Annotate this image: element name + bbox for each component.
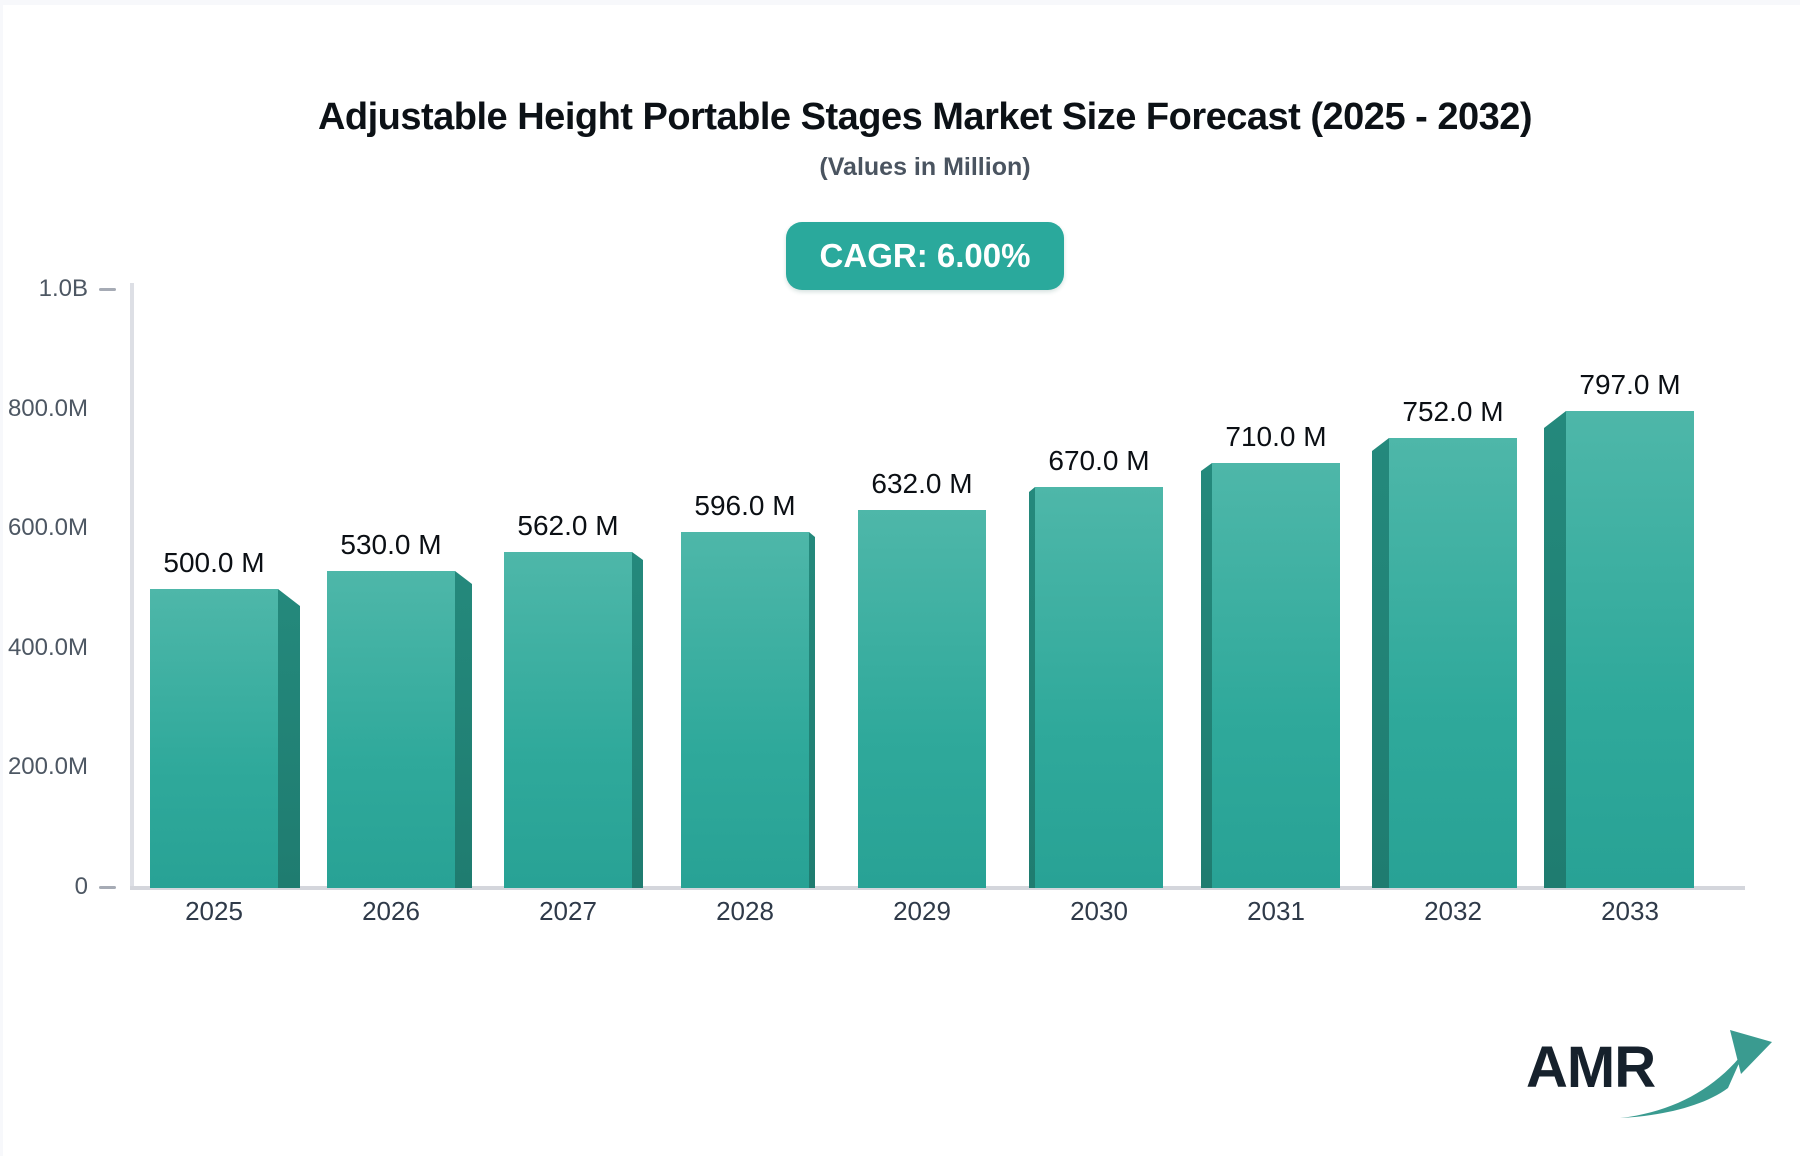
bar-side-2030: [1029, 487, 1035, 888]
x-axis-line: [130, 886, 1745, 890]
bar-value-label: 596.0 M: [694, 490, 796, 521]
y-axis-tick-label: 200.0M: [7, 753, 88, 781]
x-axis-tick-label: 2032: [1424, 896, 1482, 926]
bar-value-label: 670.0 M: [1048, 445, 1150, 476]
bar-side-2028: [809, 532, 815, 888]
bar-value-label: 562.0 M: [517, 510, 619, 541]
x-axis-tick-label: 2026: [362, 896, 420, 926]
x-axis-tick-label: 2033: [1601, 896, 1659, 926]
x-axis-tick-label: 2030: [1070, 896, 1128, 926]
x-axis-tick-label: 2029: [893, 896, 951, 926]
x-axis-tick-label: 2031: [1247, 896, 1305, 926]
amr-logo: AMR: [1526, 1026, 1776, 1126]
chart-header: Adjustable Height Portable Stages Market…: [0, 0, 1800, 290]
bar-value-label: 710.0 M: [1225, 421, 1327, 452]
bar-2027: [504, 552, 632, 888]
bar-2029: [858, 510, 986, 888]
y-axis-tick-label: 400.0M: [7, 633, 88, 661]
amr-logo-text: AMR: [1526, 1035, 1656, 1100]
x-axis-tick-label: 2027: [539, 896, 597, 926]
bar-2031: [1212, 463, 1340, 888]
chart-title: Adjustable Height Portable Stages Market…: [317, 96, 1533, 138]
bar-2032: [1389, 438, 1517, 888]
y-axis-line: [130, 283, 134, 888]
cagr-badge: CAGR: 6.00%: [785, 222, 1065, 290]
chart-subtitle: (Values in Million): [819, 153, 1031, 181]
bar-2028: [681, 532, 809, 888]
bar-2030: [1035, 487, 1163, 888]
bar-side-2031: [1201, 463, 1212, 888]
bar-side-2033: [1544, 411, 1566, 888]
bar-value-label: 632.0 M: [871, 468, 973, 499]
bar-side-2032: [1372, 438, 1389, 888]
page-left-edge: [0, 0, 3, 1156]
bar-value-label: 752.0 M: [1402, 396, 1504, 427]
page-top-edge: [0, 0, 1800, 5]
y-axis-tick-mark: [99, 886, 116, 889]
bar-2025: [150, 589, 278, 888]
x-axis-tick-label: 2028: [716, 896, 774, 926]
y-axis-tick-label: 800.0M: [7, 394, 88, 422]
bar-side-2027: [632, 552, 643, 888]
bar-value-label: 500.0 M: [163, 547, 265, 578]
bar-side-2026: [455, 571, 472, 888]
bar-value-label: 797.0 M: [1579, 369, 1681, 400]
y-axis-tick-mark: [99, 288, 116, 291]
x-axis-tick-label: 2025: [185, 896, 243, 926]
y-axis-tick-label: 600.0M: [7, 514, 88, 542]
growth-arrow-icon: [1620, 1030, 1772, 1118]
bar-value-label: 530.0 M: [340, 529, 442, 560]
bar-side-2025: [278, 589, 300, 888]
y-axis-tick-label: 1.0B: [38, 275, 88, 302]
y-axis-tick-label: 0: [74, 873, 88, 900]
bar-2033: [1566, 411, 1694, 888]
bar-2026: [327, 571, 455, 888]
